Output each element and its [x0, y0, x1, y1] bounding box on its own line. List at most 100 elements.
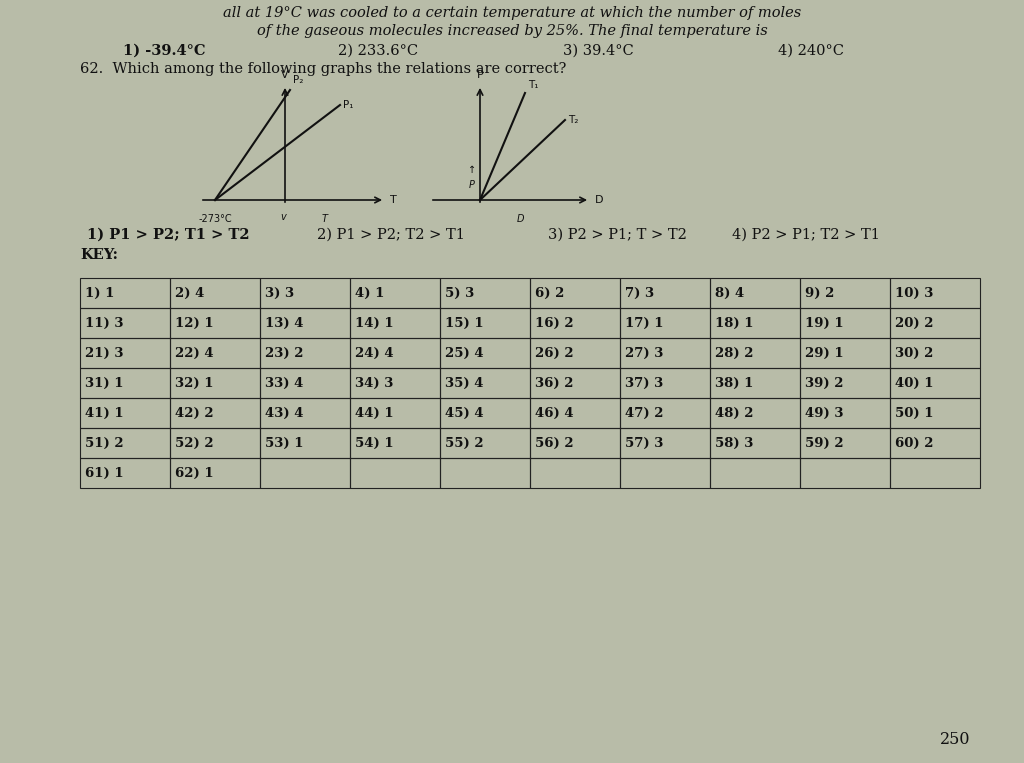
Text: 39) 2: 39) 2	[805, 376, 844, 389]
Bar	[350, 338, 440, 368]
Text: 45) 4: 45) 4	[445, 407, 483, 420]
Text: 1) P1 > P2; T1 > T2: 1) P1 > P2; T1 > T2	[87, 228, 250, 242]
Text: 20) 2: 20) 2	[895, 317, 934, 330]
Bar	[710, 458, 800, 488]
Text: 53) 1: 53) 1	[265, 436, 303, 449]
Bar	[710, 338, 800, 368]
Text: 16) 2: 16) 2	[535, 317, 573, 330]
Bar	[80, 368, 170, 398]
Bar	[620, 458, 710, 488]
Bar	[80, 308, 170, 338]
Bar	[350, 458, 440, 488]
Bar	[440, 338, 530, 368]
Bar	[620, 398, 710, 428]
Text: 4) 1: 4) 1	[355, 286, 384, 300]
Text: 31) 1: 31) 1	[85, 376, 124, 389]
Bar	[440, 458, 530, 488]
Bar	[80, 338, 170, 368]
Bar	[890, 368, 980, 398]
Text: 9) 2: 9) 2	[805, 286, 835, 300]
Text: 46) 4: 46) 4	[535, 407, 573, 420]
Text: 13) 4: 13) 4	[265, 317, 303, 330]
Bar	[620, 278, 710, 308]
Text: -273°C: -273°C	[199, 214, 231, 224]
Bar	[440, 398, 530, 428]
Bar	[620, 338, 710, 368]
Bar	[800, 398, 890, 428]
Bar	[530, 368, 620, 398]
Bar	[890, 398, 980, 428]
Bar	[350, 368, 440, 398]
Text: 41) 1: 41) 1	[85, 407, 124, 420]
Bar	[800, 278, 890, 308]
Text: 14) 1: 14) 1	[355, 317, 393, 330]
Bar	[890, 338, 980, 368]
Text: 47) 2: 47) 2	[625, 407, 664, 420]
Bar	[890, 458, 980, 488]
Text: 4) 240°C: 4) 240°C	[778, 44, 844, 58]
Bar	[80, 458, 170, 488]
Text: 11) 3: 11) 3	[85, 317, 124, 330]
Text: 62.  Which among the following graphs the relations are correct?: 62. Which among the following graphs the…	[80, 62, 566, 76]
Bar	[170, 338, 260, 368]
Text: 25) 4: 25) 4	[445, 346, 483, 359]
Text: all at 19°C was cooled to a certain temperature at which the number of moles: all at 19°C was cooled to a certain temp…	[223, 6, 801, 20]
Text: D: D	[595, 195, 603, 205]
Bar	[170, 308, 260, 338]
Bar	[530, 398, 620, 428]
Text: of the gaseous molecules increased by 25%. The final temperature is: of the gaseous molecules increased by 25…	[257, 24, 767, 38]
Text: 27) 3: 27) 3	[625, 346, 664, 359]
Text: 60) 2: 60) 2	[895, 436, 934, 449]
Bar	[260, 368, 350, 398]
Bar	[440, 428, 530, 458]
Text: 42) 2: 42) 2	[175, 407, 214, 420]
Bar	[800, 428, 890, 458]
Text: 33) 4: 33) 4	[265, 376, 303, 389]
Bar	[260, 278, 350, 308]
Bar	[440, 308, 530, 338]
Text: 26) 2: 26) 2	[535, 346, 573, 359]
Text: 44) 1: 44) 1	[355, 407, 393, 420]
Text: 2) P1 > P2; T2 > T1: 2) P1 > P2; T2 > T1	[317, 228, 465, 242]
Bar	[800, 458, 890, 488]
Bar	[890, 428, 980, 458]
Bar	[530, 458, 620, 488]
Text: 7) 3: 7) 3	[625, 286, 654, 300]
Text: 38) 1: 38) 1	[715, 376, 754, 389]
Text: v: v	[281, 212, 286, 222]
Text: 54) 1: 54) 1	[355, 436, 393, 449]
Bar	[260, 398, 350, 428]
Bar	[530, 428, 620, 458]
Bar	[530, 338, 620, 368]
Text: 49) 3: 49) 3	[805, 407, 844, 420]
Bar	[80, 398, 170, 428]
Text: KEY:: KEY:	[80, 248, 118, 262]
Text: 35) 4: 35) 4	[445, 376, 483, 389]
Bar	[710, 368, 800, 398]
Bar	[710, 428, 800, 458]
Text: 32) 1: 32) 1	[175, 376, 213, 389]
Text: P₁: P₁	[343, 100, 353, 110]
Bar	[620, 368, 710, 398]
Text: 21) 3: 21) 3	[85, 346, 124, 359]
Bar	[620, 428, 710, 458]
Text: 3) P2 > P1; T > T2: 3) P2 > P1; T > T2	[548, 228, 687, 242]
Text: D: D	[516, 214, 523, 224]
Bar	[350, 278, 440, 308]
Text: 36) 2: 36) 2	[535, 376, 573, 389]
Text: 2) 233.6°C: 2) 233.6°C	[338, 44, 418, 58]
Bar	[170, 428, 260, 458]
Bar	[890, 308, 980, 338]
Bar	[260, 458, 350, 488]
Text: P₂: P₂	[293, 75, 303, 85]
Text: 40) 1: 40) 1	[895, 376, 934, 389]
Text: T₁: T₁	[528, 80, 539, 90]
Bar	[350, 398, 440, 428]
Bar	[170, 398, 260, 428]
Bar	[80, 428, 170, 458]
Text: 24) 4: 24) 4	[355, 346, 393, 359]
Text: 23) 2: 23) 2	[265, 346, 303, 359]
Text: 1) -39.4°C: 1) -39.4°C	[123, 44, 206, 58]
Bar	[170, 458, 260, 488]
Text: 6) 2: 6) 2	[535, 286, 564, 300]
